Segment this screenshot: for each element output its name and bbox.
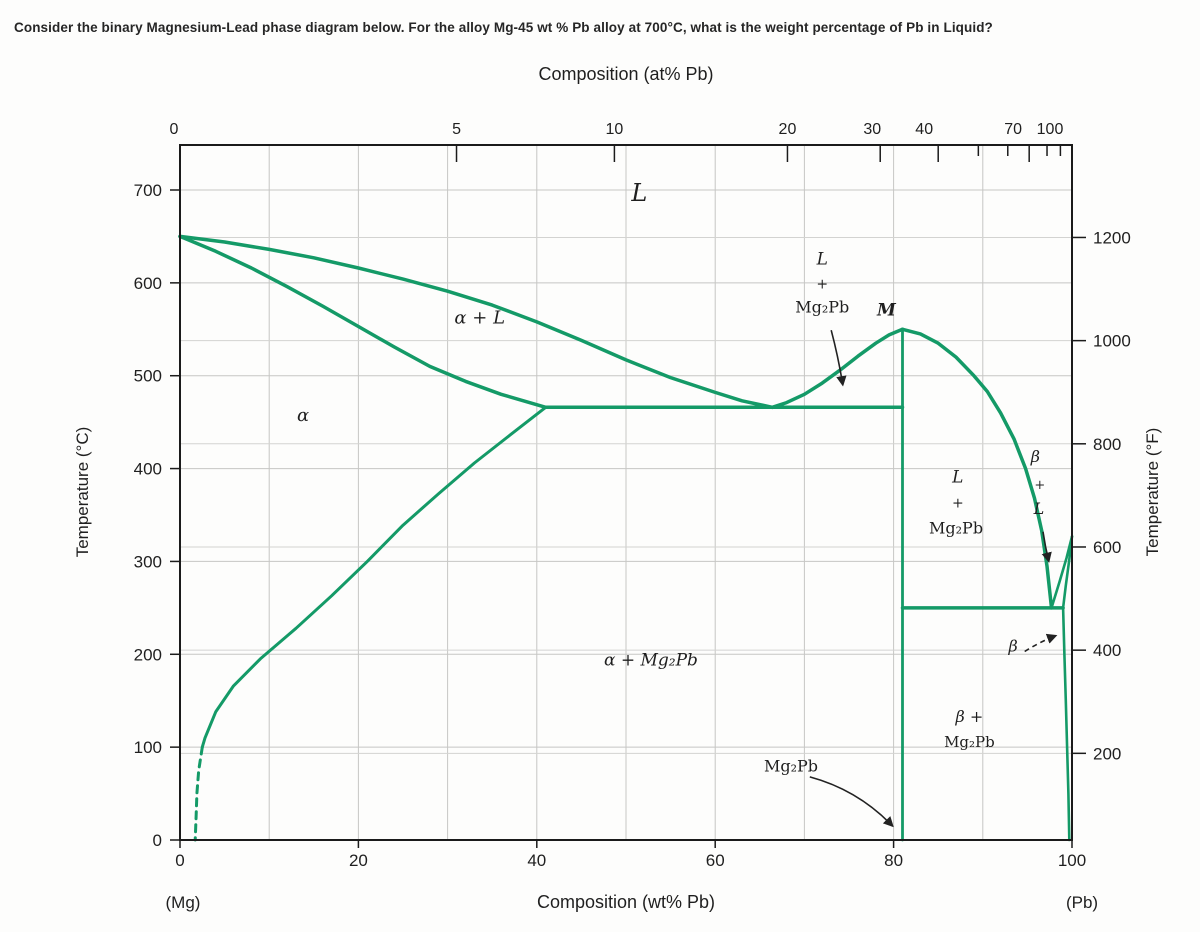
axis-title-right: Temperature (°F) (1143, 428, 1162, 557)
end-label-pb: (Pb) (1066, 893, 1098, 912)
plot-frame (179, 144, 1073, 841)
region-label: L (816, 249, 828, 269)
tick-label-bottom: 0 (175, 851, 184, 870)
question-text: Consider the binary Magnesium-Lead phase… (14, 19, 993, 35)
region-label: β (1030, 447, 1040, 466)
axis-title-top: Composition (at% Pb) (538, 64, 713, 84)
region-label: β + (955, 707, 984, 726)
tick-label-right: 800 (1093, 435, 1121, 454)
region-label: α + Mg₂Pb (604, 650, 698, 670)
curve-solvus-alpha (200, 405, 548, 749)
tick-label-bottom: 20 (349, 851, 368, 870)
tick-label-top: 0 (170, 121, 179, 138)
curve-liquidus-mg2pb-right (900, 327, 1054, 610)
region-label: Mg₂Pb (795, 298, 849, 317)
tick-label-left: 200 (134, 645, 162, 664)
tick-label-top: 30 (863, 121, 881, 138)
region-label: + (1034, 478, 1045, 493)
tick-label-right: 1000 (1093, 332, 1131, 351)
tick-label-top: 20 (779, 121, 797, 138)
region-label: α (297, 405, 309, 426)
tick-label-bottom: 60 (706, 851, 725, 870)
region-label: L (630, 179, 647, 207)
region-label: M (876, 300, 897, 320)
tick-label-left: 400 (134, 460, 162, 479)
tick-label-right: 1200 (1093, 228, 1131, 247)
tick-label-right: 400 (1093, 641, 1121, 660)
arrow-beta-plus-l (1041, 531, 1052, 563)
tick-label-bottom: 40 (527, 851, 546, 870)
arrow-l-mg2pb-upper (830, 329, 847, 387)
region-label: β (1008, 637, 1018, 656)
curve-solidus-mg (178, 234, 548, 410)
tick-label-left: 100 (134, 738, 162, 757)
region-label: L (1033, 499, 1045, 518)
axis-title-bottom: Composition (wt% Pb) (537, 892, 715, 912)
region-label: + (952, 496, 964, 512)
region-label: + (816, 276, 828, 292)
tick-label-left: 500 (134, 367, 162, 386)
tick-label-top: 5 (452, 121, 461, 138)
tick-label-left: 700 (134, 181, 162, 200)
arrow-beta-lower (1024, 633, 1058, 653)
curve-solidus-pb (1061, 535, 1074, 610)
tick-label-top: 100 (1037, 121, 1064, 138)
tick-label-bottom: 100 (1058, 851, 1086, 870)
curve-solvus-beta (1061, 606, 1071, 842)
curve-solvus-alpha-low (193, 745, 204, 842)
tick-label-top: 40 (915, 121, 933, 138)
tick-label-top: 70 (1004, 121, 1022, 138)
tick-label-right: 200 (1093, 744, 1121, 763)
curve-liquidus-mg (178, 234, 775, 410)
tick-label-left: 600 (134, 274, 162, 293)
region-label: Mg₂Pb (764, 756, 818, 775)
tick-label-bottom: 80 (884, 851, 903, 870)
end-label-mg: (Mg) (166, 893, 201, 912)
tick-label-right: 600 (1093, 538, 1121, 557)
region-label: L (951, 468, 963, 488)
curve-liquidus-pb (1050, 535, 1074, 610)
arrow-mg2pb-bottom (809, 776, 894, 828)
region-label: α + L (454, 308, 505, 329)
tick-label-left: 0 (153, 831, 162, 850)
region-label: Mg₂Pb (929, 519, 983, 538)
region-label: Mg₂Pb (944, 733, 995, 751)
tick-label-left: 300 (134, 552, 162, 571)
axis-title-left: Temperature (°C) (73, 427, 92, 558)
tick-label-top: 10 (606, 121, 624, 138)
